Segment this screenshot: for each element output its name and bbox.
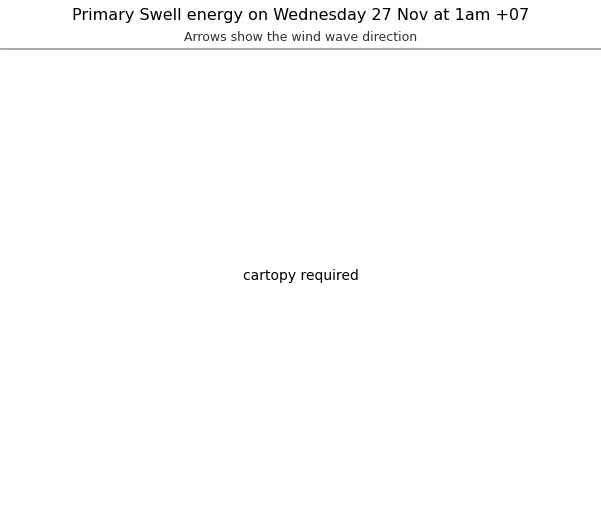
Text: Arrows show the wind wave direction: Arrows show the wind wave direction bbox=[184, 31, 417, 45]
Text: cartopy required: cartopy required bbox=[243, 269, 358, 283]
Text: Primary Swell energy on Wednesday 27 Nov at 1am +07: Primary Swell energy on Wednesday 27 Nov… bbox=[72, 8, 529, 23]
